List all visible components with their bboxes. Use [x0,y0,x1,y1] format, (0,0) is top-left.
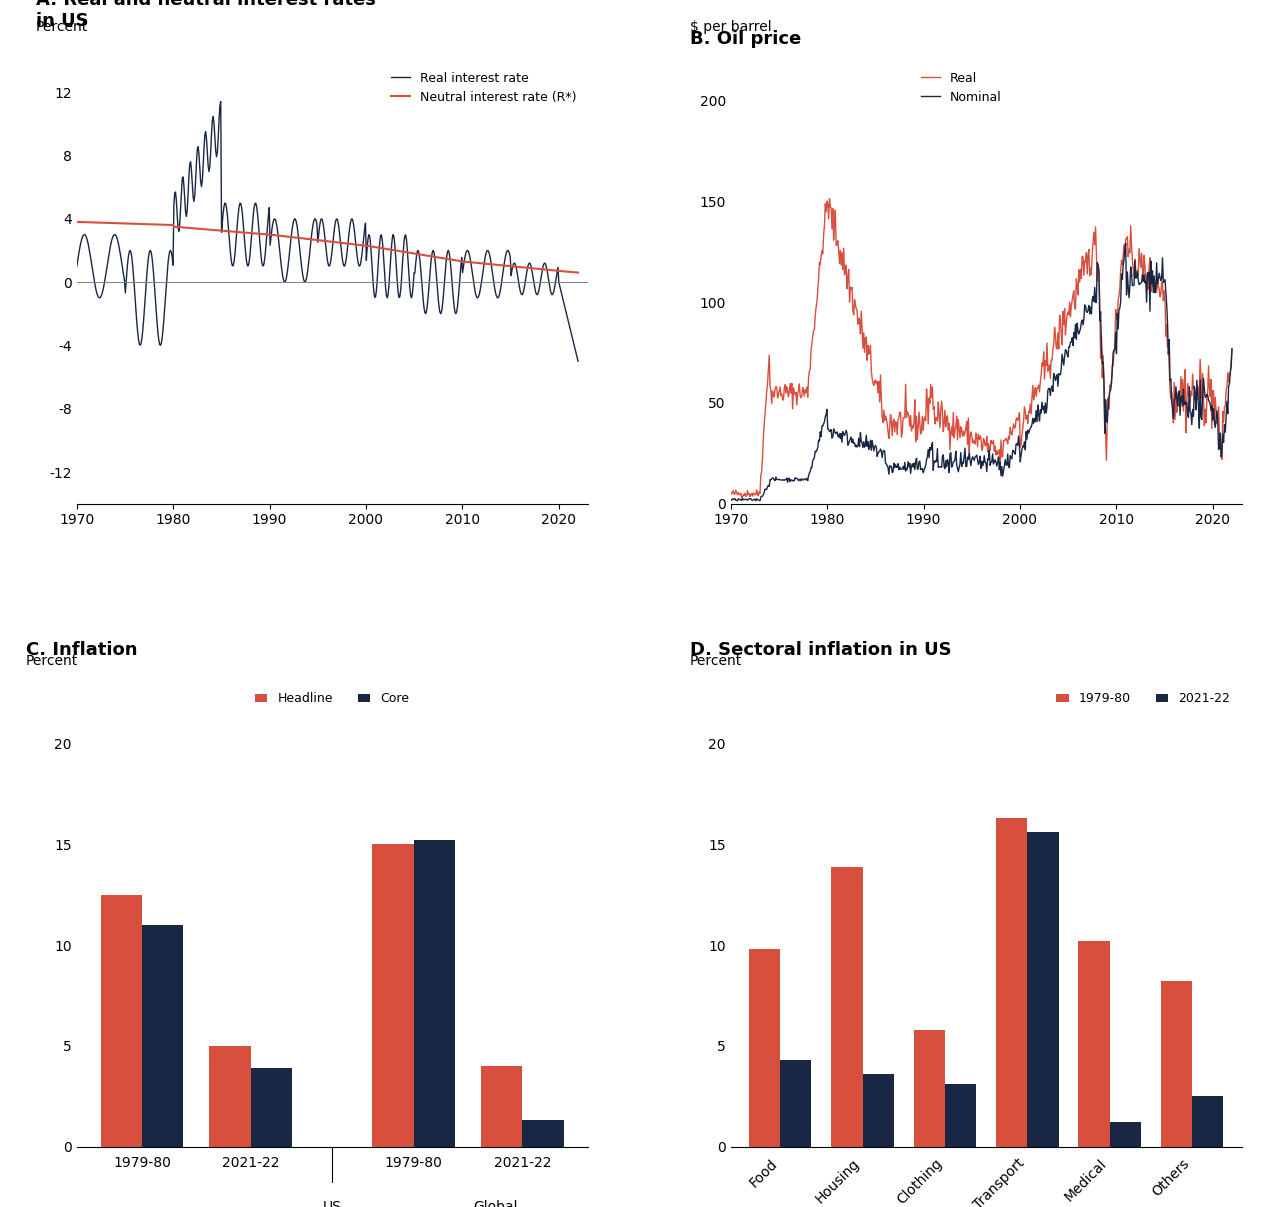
Nominal [852,425,868,439]
Line: Nominal: Nominal [731,244,1231,501]
Real interest rate [571,354,586,368]
Neutral interest rate (R*) [447,253,462,268]
Bar [481,1066,522,1147]
Text: B. Oil price: B. Oil price [690,30,801,48]
Bar [1161,981,1192,1147]
Text: A. Real and neutral interest rates
in US: A. Real and neutral interest rates in US [36,0,376,30]
Legend: Real interest rate, Neutral interest rate (R*): Real interest rate, Neutral interest rat… [387,66,581,109]
Line: Neutral interest rate (R*): Neutral interest rate (R*) [77,222,579,273]
Text: D. Sectoral inflation in US: D. Sectoral inflation in US [690,641,951,659]
Real interest rate [69,260,84,274]
Bar [1110,1123,1140,1147]
Bar [142,925,183,1147]
Real [813,257,828,272]
Real [1020,416,1036,431]
Bar [372,845,413,1147]
Bar [101,894,142,1147]
Real [951,422,966,437]
Bar [996,818,1028,1147]
Neutral interest rate (R*) [403,246,419,261]
Bar [863,1074,893,1147]
Bar [1192,1096,1224,1147]
Nominal [1224,342,1239,356]
Bar [413,840,456,1147]
Real interest rate [212,94,228,109]
Neutral interest rate (R*) [571,266,586,280]
Real interest rate [365,274,380,288]
Neutral interest rate (R*) [69,215,84,229]
Neutral interest rate (R*) [157,217,173,232]
Bar [914,1030,945,1147]
Bar [1028,833,1059,1147]
Nominal [1101,390,1116,404]
Nominal [951,465,966,479]
Real [822,192,837,206]
Real interest rate [157,288,173,303]
Bar [251,1068,292,1147]
Nominal [1019,432,1034,447]
Neutral interest rate (R*) [198,222,214,237]
Real [1060,308,1075,322]
Real interest rate [297,274,312,288]
Legend: Headline, Core: Headline, Core [250,687,415,711]
Real interest rate [404,287,420,302]
Nominal [730,494,745,508]
Bar [781,1060,812,1147]
Nominal [1117,237,1133,251]
Text: Percent: Percent [36,19,88,34]
Text: $ per barrel: $ per barrel [690,19,772,34]
Line: Real: Real [731,199,1231,497]
Nominal [723,492,739,507]
Bar [210,1046,251,1147]
Text: US: US [323,1200,342,1207]
Legend: 1979-80, 2021-22: 1979-80, 2021-22 [1051,687,1235,711]
Text: C. Inflation: C. Inflation [26,641,137,659]
Real [854,304,869,319]
Bar [1079,941,1110,1147]
Neutral interest rate (R*) [365,239,380,253]
Bar [831,867,863,1147]
Bar [522,1120,563,1147]
Real [733,490,749,505]
Line: Real interest rate: Real interest rate [77,101,579,361]
Real [1224,342,1239,356]
Real [1102,378,1117,392]
Text: Percent: Percent [26,654,78,667]
Real interest rate [198,124,214,139]
Nominal [813,425,828,439]
Text: Global: Global [474,1200,518,1207]
Text: Percent: Percent [690,654,742,667]
Nominal [1059,344,1074,358]
Legend: Real, Nominal: Real, Nominal [915,66,1006,109]
Neutral interest rate (R*) [296,232,311,246]
Bar [749,949,781,1147]
Real interest rate [447,305,462,320]
Bar [945,1084,977,1147]
Real [723,485,739,500]
